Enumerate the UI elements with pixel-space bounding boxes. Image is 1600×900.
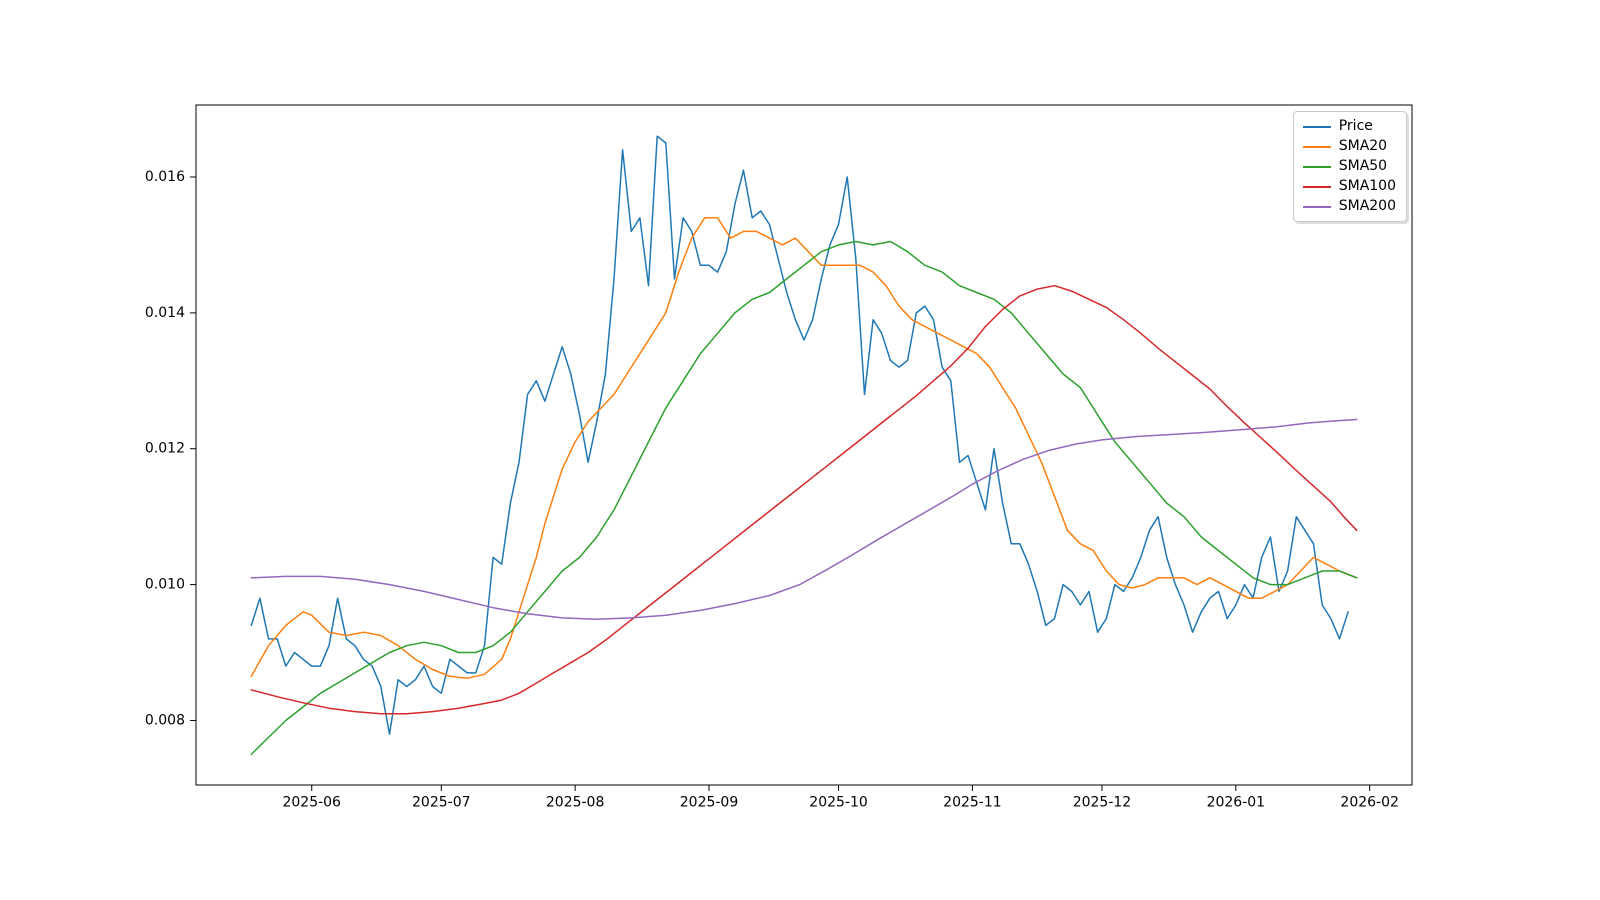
series-line-sma200 <box>250 418 1358 620</box>
legend-label-price: Price <box>1338 118 1373 134</box>
legend-label-sma200: SMA200 <box>1338 198 1396 214</box>
x-tick-label: 2025-08 <box>546 795 605 811</box>
legend-label-sma50: SMA50 <box>1338 158 1388 174</box>
y-tick-label: 0.016 <box>145 169 185 185</box>
legend-line-price-icon <box>1302 125 1331 128</box>
legend-item-sma100: SMA100 <box>1302 178 1396 195</box>
y-tick-label: 0.014 <box>145 305 185 321</box>
series-line-price <box>250 135 1349 735</box>
legend-line-sma50-icon <box>1302 165 1331 168</box>
legend-line-sma20-icon <box>1302 145 1331 148</box>
legend-line-sma200-icon <box>1302 205 1331 208</box>
series-line-sma100 <box>250 284 1358 715</box>
x-tick-label: 2026-02 <box>1340 795 1399 811</box>
legend-line-sma100-icon <box>1302 185 1331 188</box>
x-tick-label: 2025-07 <box>412 795 471 811</box>
x-tick-label: 2025-12 <box>1073 795 1132 811</box>
legend-item-sma50: SMA50 <box>1302 158 1396 175</box>
legend-item-price: Price <box>1302 118 1396 135</box>
legend-label-sma20: SMA20 <box>1338 138 1388 154</box>
y-tick-label: 0.012 <box>145 441 185 457</box>
series-line-sma50 <box>250 240 1358 756</box>
x-tick-label: 2025-10 <box>809 795 868 811</box>
x-tick-label: 2025-11 <box>943 795 1002 811</box>
legend: Price SMA20 SMA50 SMA100 SMA200 <box>1292 111 1407 222</box>
y-tick-label: 0.008 <box>145 712 185 728</box>
x-tick-label: 2026-01 <box>1207 795 1266 811</box>
x-tick-label: 2025-06 <box>282 795 341 811</box>
legend-label-sma100: SMA100 <box>1338 178 1396 194</box>
legend-item-sma200: SMA200 <box>1302 198 1396 215</box>
axes-border <box>195 104 1413 786</box>
legend-item-sma20: SMA20 <box>1302 138 1396 155</box>
x-tick-label: 2025-09 <box>680 795 739 811</box>
series-line-sma20 <box>250 217 1358 680</box>
y-tick-label: 0.010 <box>145 577 185 593</box>
